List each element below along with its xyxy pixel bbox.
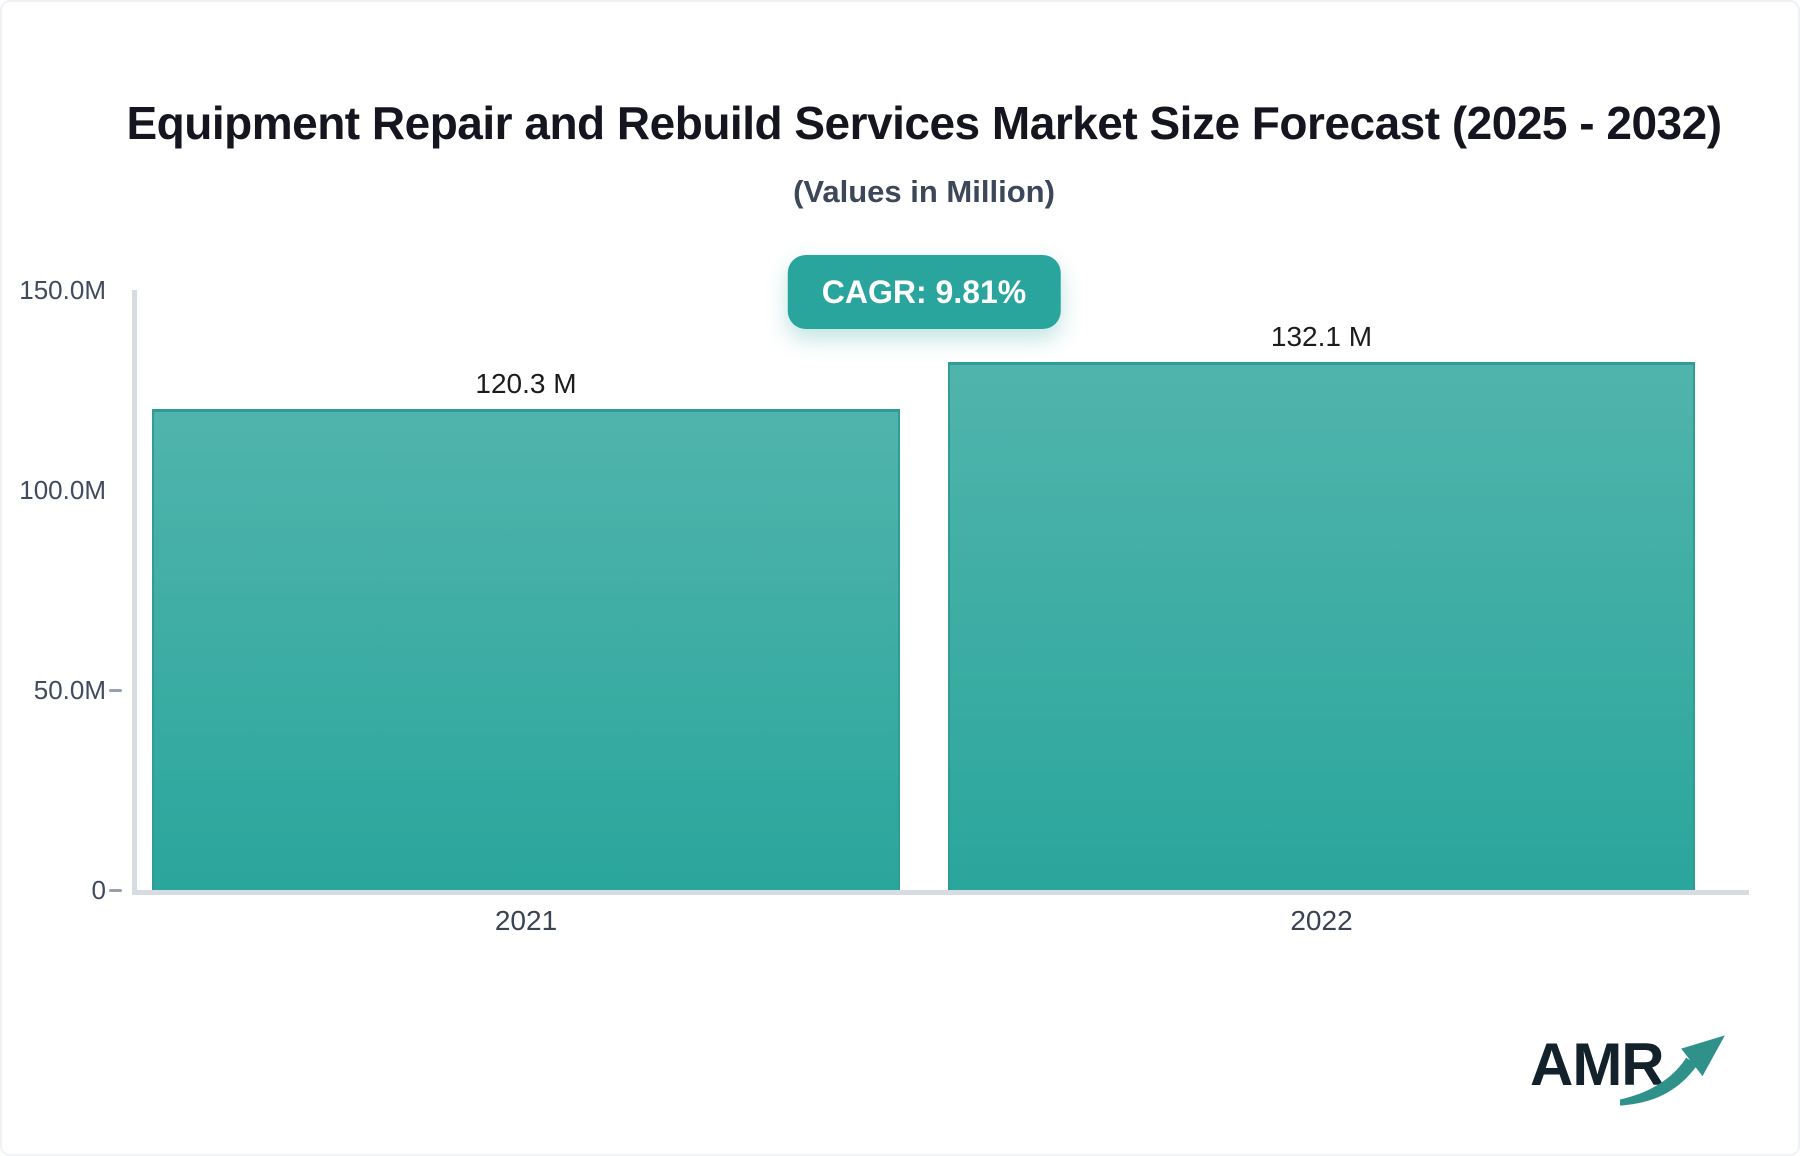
y-tick-label: 150.0M bbox=[19, 275, 106, 305]
bar-2021 bbox=[152, 409, 900, 890]
bar-value-label: 120.3 M bbox=[475, 368, 577, 399]
y-tick-label: 0 bbox=[91, 875, 106, 905]
y-tick-label: 100.0M bbox=[19, 475, 106, 505]
y-tick-label: 50.0M bbox=[33, 675, 106, 705]
y-tick-dash bbox=[109, 889, 122, 892]
chart-title: Equipment Repair and Rebuild Services Ma… bbox=[126, 97, 1722, 149]
chart-subtitle: (Values in Million) bbox=[793, 174, 1055, 209]
x-axis-label: 2021 bbox=[494, 905, 558, 936]
cagr-badge: CAGR: 9.81% bbox=[787, 255, 1061, 329]
plot-area: 120.3 M 2021 132.1 M 2022 bbox=[132, 290, 1749, 936]
bar-2022 bbox=[948, 362, 1695, 890]
y-tick-dash bbox=[109, 689, 122, 692]
bar-value-label: 132.1 M bbox=[1270, 321, 1373, 352]
amr-logo: AMR bbox=[1530, 1030, 1730, 1120]
growth-arrow-icon bbox=[1620, 1035, 1725, 1106]
amr-logo-text: AMR bbox=[1530, 1031, 1665, 1098]
x-axis-label: 2022 bbox=[1290, 905, 1353, 936]
